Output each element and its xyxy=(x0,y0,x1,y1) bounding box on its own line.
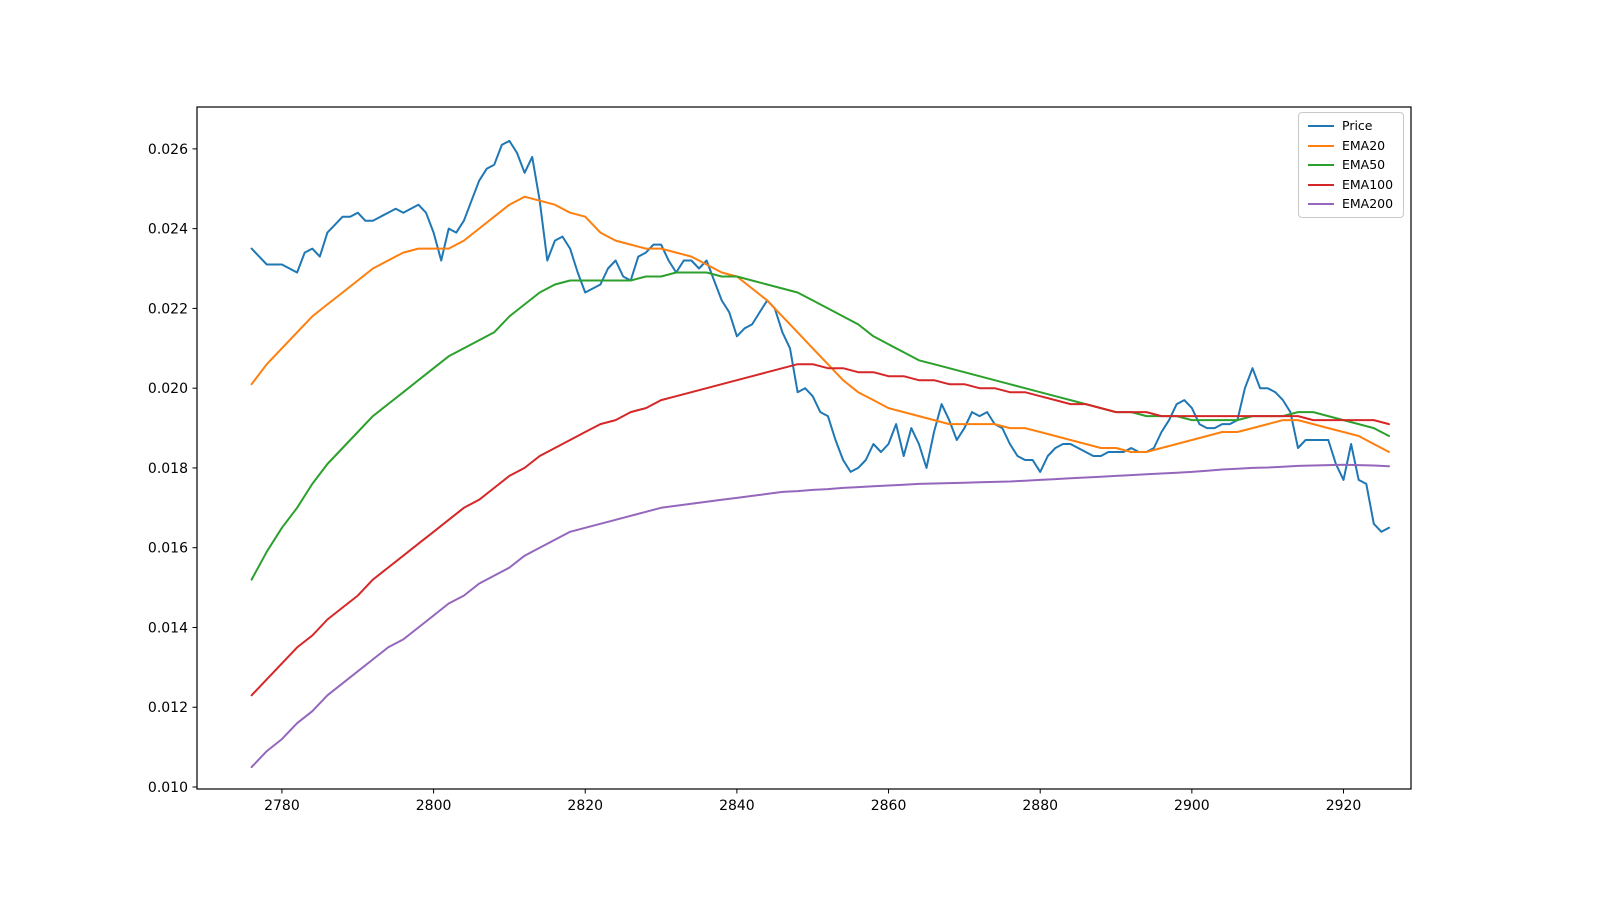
y-tick-label: 0.018 xyxy=(148,461,188,477)
price-line-swatch xyxy=(1308,125,1334,127)
legend-item-ema50: EMA50 xyxy=(1308,158,1395,172)
legend-label-price: Price xyxy=(1342,118,1373,133)
legend-item-price: Price xyxy=(1308,119,1395,133)
y-tick-label: 0.016 xyxy=(148,541,188,557)
ema50-line-swatch xyxy=(1308,164,1334,166)
y-tick-label: 0.020 xyxy=(148,381,188,397)
series-line-ema50 xyxy=(250,271,1390,581)
x-tick-label: 2880 xyxy=(1022,798,1058,814)
y-tick-label: 0.024 xyxy=(148,222,188,238)
x-tick-label: 2920 xyxy=(1326,798,1362,814)
series-line-ema100 xyxy=(250,363,1390,697)
legend-label-ema100: EMA100 xyxy=(1342,176,1394,192)
ema200-line-swatch xyxy=(1308,203,1334,205)
ema20-line-swatch xyxy=(1308,144,1334,147)
legend-label-ema200: EMA200 xyxy=(1342,196,1394,211)
x-tick-label: 2860 xyxy=(871,798,907,814)
x-tick-label: 2800 xyxy=(416,798,452,814)
series-line-ema200 xyxy=(250,463,1390,769)
legend-item-ema20: EMA20 xyxy=(1308,137,1395,153)
x-tick-label: 2840 xyxy=(719,798,755,814)
plot-border xyxy=(196,106,1412,790)
y-tick-label: 0.026 xyxy=(148,142,188,158)
legend-item-ema100: EMA100 xyxy=(1308,176,1395,192)
x-tick-label: 2900 xyxy=(1174,798,1210,814)
series-line-ema20 xyxy=(250,195,1390,453)
y-tick-label: 0.012 xyxy=(148,700,188,716)
legend: Price EMA20 EMA50 EMA100 EMA200 xyxy=(1298,112,1404,218)
series-line-price xyxy=(250,139,1390,533)
legend-label-ema20: EMA20 xyxy=(1342,137,1386,153)
y-tick-label: 0.022 xyxy=(148,301,188,317)
x-tick-label: 2820 xyxy=(567,798,603,814)
y-tick-label: 0.014 xyxy=(148,620,188,636)
legend-item-ema200: EMA200 xyxy=(1308,197,1395,211)
y-tick-label: 0.010 xyxy=(148,780,188,796)
ema100-line-swatch xyxy=(1308,183,1334,186)
x-tick-label: 2780 xyxy=(264,798,300,814)
legend-label-ema50: EMA50 xyxy=(1342,157,1386,172)
